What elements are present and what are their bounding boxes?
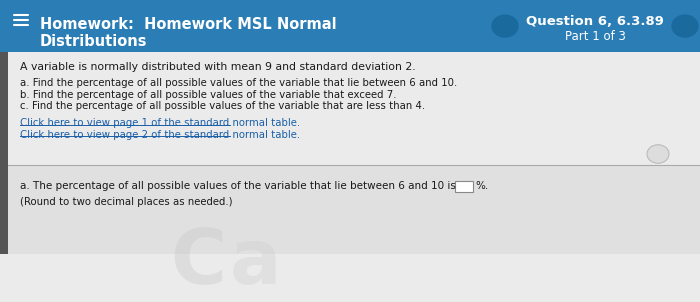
Text: c. Find the percentage of all possible values of the variable that are less than: c. Find the percentage of all possible v… (20, 101, 425, 111)
FancyBboxPatch shape (0, 52, 8, 254)
Text: b. Find the percentage of all possible values of the variable that exceed 7.: b. Find the percentage of all possible v… (20, 90, 396, 100)
FancyBboxPatch shape (8, 165, 700, 254)
FancyBboxPatch shape (0, 52, 700, 254)
Text: >: > (679, 19, 691, 33)
Text: Part 1 of 3: Part 1 of 3 (565, 30, 625, 43)
Text: <: < (499, 19, 511, 33)
Text: ...: ... (654, 149, 662, 159)
FancyBboxPatch shape (455, 181, 473, 192)
Text: Homework:  Homework MSL Normal: Homework: Homework MSL Normal (40, 17, 337, 32)
Text: Question 6, 6.3.89: Question 6, 6.3.89 (526, 15, 664, 28)
FancyBboxPatch shape (0, 0, 700, 52)
Circle shape (647, 145, 669, 163)
Text: a. Find the percentage of all possible values of the variable that lie between 6: a. Find the percentage of all possible v… (20, 78, 457, 88)
Text: C: C (170, 226, 226, 300)
Circle shape (492, 15, 518, 37)
Text: Click here to view page 2 of the standard normal table.: Click here to view page 2 of the standar… (20, 130, 300, 140)
Text: a. The percentage of all possible values of the variable that lie between 6 and : a. The percentage of all possible values… (20, 181, 456, 191)
Text: A variable is normally distributed with mean 9 and standard deviation 2.: A variable is normally distributed with … (20, 62, 416, 72)
Text: Click here to view page 1 of the standard normal table.: Click here to view page 1 of the standar… (20, 118, 300, 128)
Text: Distributions: Distributions (40, 34, 148, 49)
Text: a: a (230, 226, 281, 300)
Text: %.: %. (475, 181, 489, 191)
Text: (Round to two decimal places as needed.): (Round to two decimal places as needed.) (20, 197, 232, 207)
Circle shape (672, 15, 698, 37)
